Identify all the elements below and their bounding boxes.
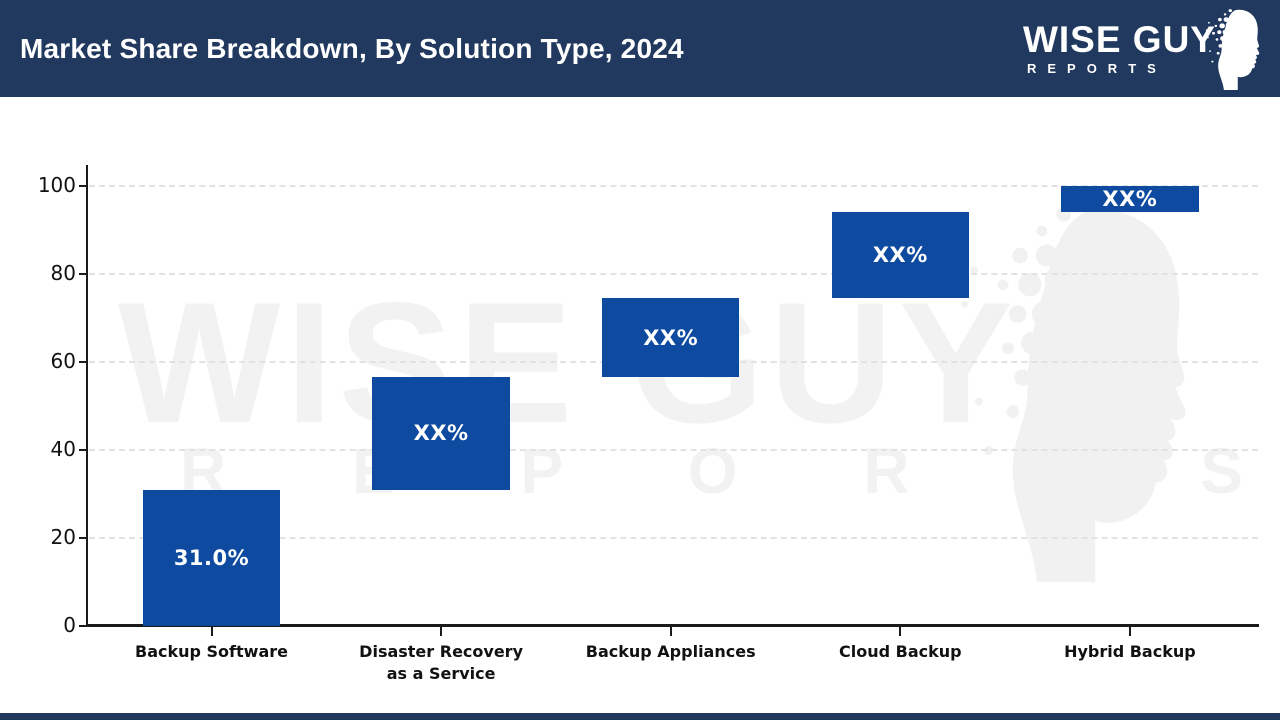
x-axis-line bbox=[86, 624, 1259, 627]
x-tick-label: Cloud Backup bbox=[839, 642, 962, 661]
header-bar: Market Share Breakdown, By Solution Type… bbox=[0, 0, 1280, 97]
y-tick-mark bbox=[79, 625, 86, 627]
gridline bbox=[89, 185, 1258, 187]
page-title: Market Share Breakdown, By Solution Type… bbox=[20, 32, 684, 64]
bar-value-label: XX% bbox=[872, 243, 928, 268]
x-tick-mark bbox=[440, 627, 443, 636]
gridline bbox=[89, 537, 1258, 539]
bar: XX% bbox=[601, 298, 740, 378]
logo-face-icon bbox=[1205, 8, 1260, 90]
y-tick-mark bbox=[79, 185, 86, 187]
x-tick-label: Disaster Recovery as a Service bbox=[359, 642, 523, 683]
wise-guy-reports-logo: WISE GUY REPORTS bbox=[1023, 7, 1262, 91]
logo-reports-text: REPORTS bbox=[1026, 61, 1167, 76]
bar: XX% bbox=[372, 377, 510, 490]
bar: XX% bbox=[1061, 186, 1199, 213]
bar-value-label: XX% bbox=[413, 421, 469, 446]
bar-value-label: XX% bbox=[1102, 187, 1158, 212]
y-tick-label: 20 bbox=[50, 525, 76, 549]
logo-name-text: WISE GUY bbox=[1022, 19, 1216, 60]
footer-bar bbox=[0, 713, 1280, 720]
x-tick-mark bbox=[210, 627, 213, 636]
y-tick-label: 100 bbox=[37, 173, 76, 197]
x-tick-mark bbox=[1128, 627, 1131, 636]
y-tick-mark bbox=[79, 361, 86, 363]
gridline bbox=[89, 449, 1258, 451]
y-tick-mark bbox=[79, 537, 86, 539]
y-tick-mark bbox=[79, 449, 86, 451]
y-tick-label: 40 bbox=[50, 437, 76, 461]
x-tick-label: Backup Appliances bbox=[585, 642, 756, 661]
y-axis-line bbox=[86, 165, 88, 627]
y-tick-label: 0 bbox=[63, 613, 76, 637]
y-tick-label: 80 bbox=[50, 261, 76, 285]
bar: XX% bbox=[831, 212, 970, 299]
logo-wordmark: WISE GUY REPORTS bbox=[1023, 21, 1216, 76]
x-tick-mark bbox=[669, 627, 672, 636]
x-tick-label: Backup Software bbox=[135, 642, 288, 661]
bar-value-label: 31.0% bbox=[173, 545, 250, 570]
y-tick-mark bbox=[79, 273, 86, 275]
bar: 31.0% bbox=[142, 489, 281, 626]
x-tick-mark bbox=[899, 627, 902, 636]
x-tick-label: Hybrid Backup bbox=[1064, 642, 1196, 661]
gridline bbox=[89, 273, 1258, 275]
bar-value-label: XX% bbox=[643, 325, 699, 350]
y-tick-label: 60 bbox=[50, 349, 76, 373]
